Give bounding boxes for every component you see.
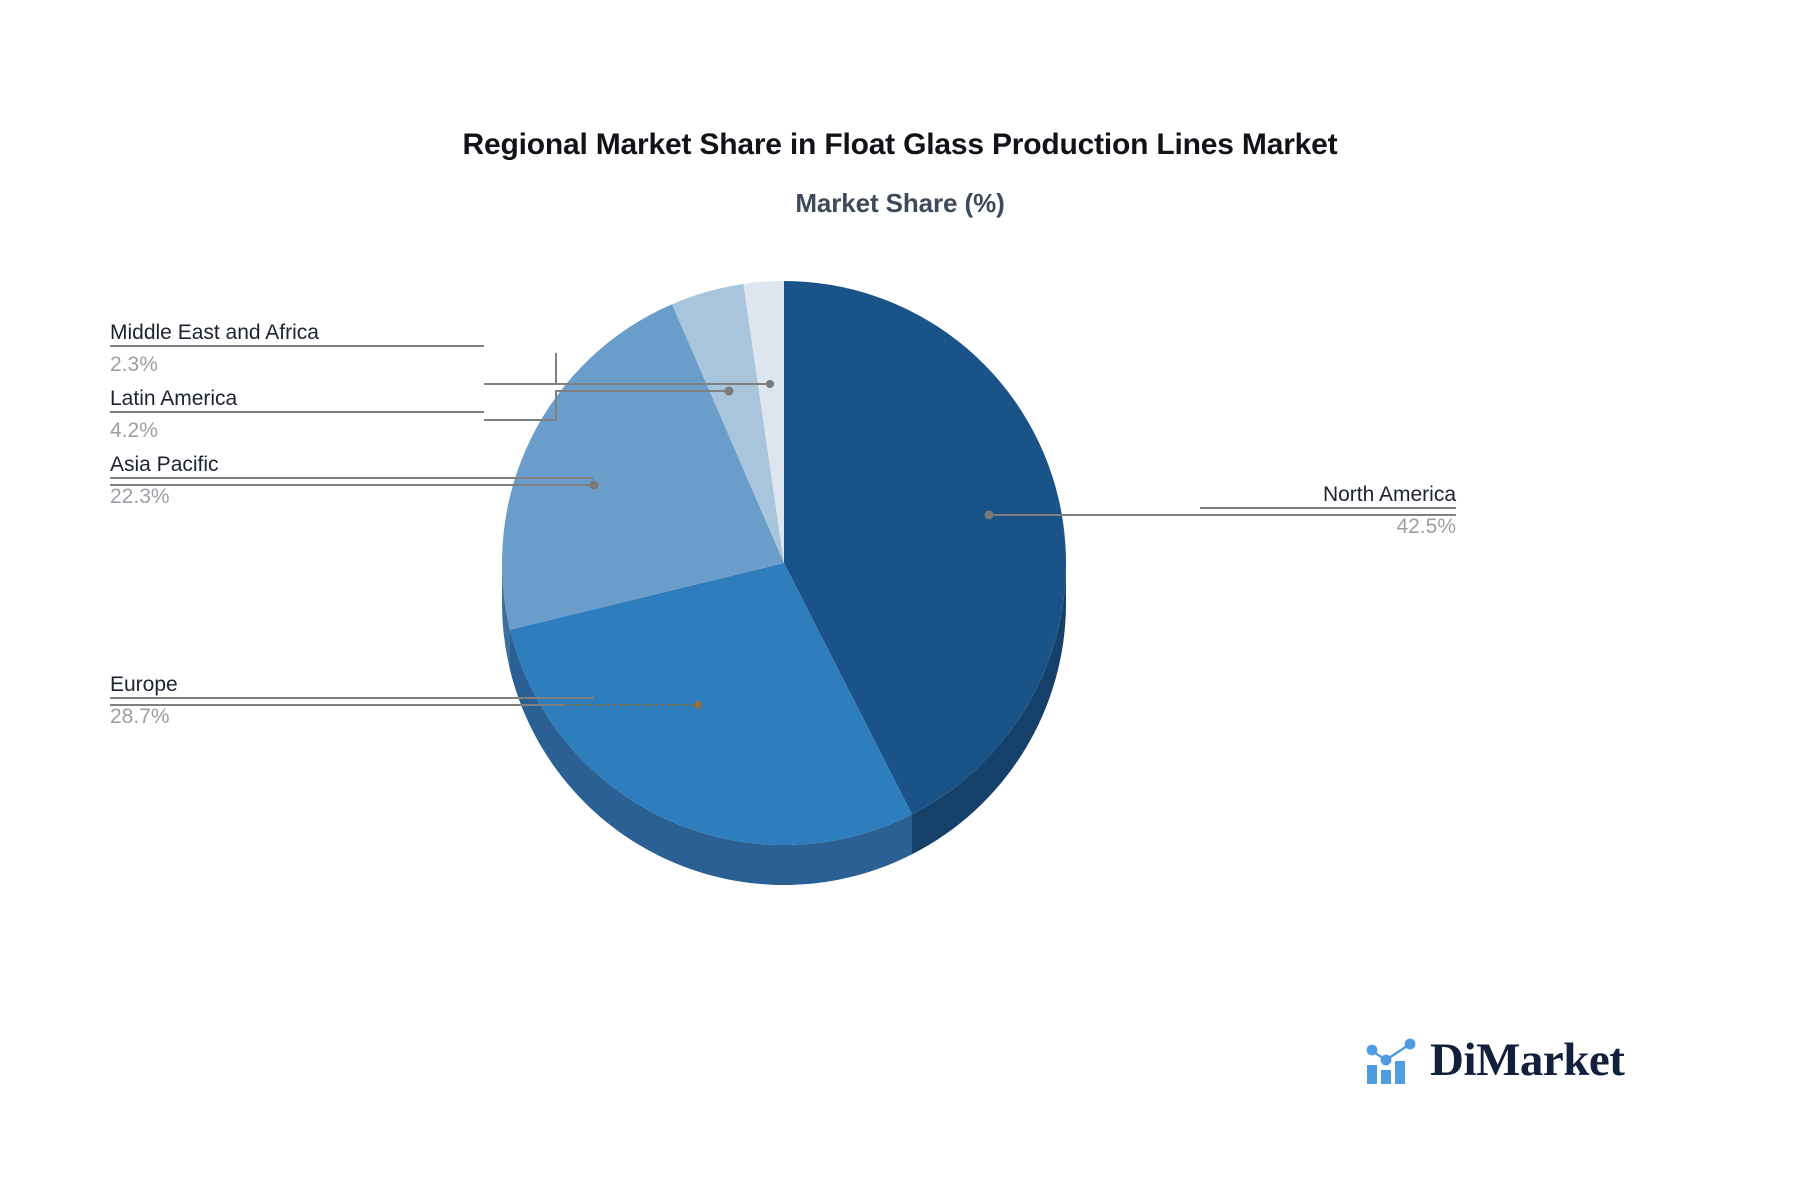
callout-value-europe: 28.7% — [110, 705, 170, 728]
callout-rule-latin-america — [110, 411, 484, 413]
pie-slice-north-america[interactable] — [784, 281, 1066, 815]
leader-dots — [589, 380, 994, 709]
callout-latin-america: Latin America 4.2% — [110, 386, 484, 443]
leader-dot-north-america — [984, 510, 994, 520]
callout-label-north-america: North America — [1322, 483, 1456, 506]
pie-slice-europe[interactable] — [509, 563, 913, 846]
bar-chart-dots-icon — [1366, 1038, 1416, 1084]
brand-logo: DiMarket — [1366, 1033, 1625, 1086]
callout-rule-asia-pacific — [110, 477, 594, 479]
callout-label-asia-pacific: Asia Pacific — [110, 453, 219, 476]
pie-slice-middle-east-and-africa[interactable] — [743, 281, 784, 563]
callout-asia-pacific: Asia Pacific 22.3% — [110, 452, 594, 509]
pie-slices — [502, 281, 1066, 846]
callout-rule-middle-east-and-africa — [110, 345, 484, 347]
callout-europe: Europe 28.7% — [110, 672, 594, 729]
callout-label-latin-america: Latin America — [110, 387, 238, 410]
pie-depth-north-america — [912, 563, 1066, 855]
pie-slice-latin-america[interactable] — [672, 283, 784, 563]
leader-dot-middle-east-and-africa — [766, 380, 774, 388]
chart-subtitle: Market Share (%) — [795, 188, 1005, 218]
leader-lines — [110, 353, 1456, 706]
callout-value-north-america: 42.5% — [1396, 515, 1456, 538]
callout-middle-east-and-africa: Middle East and Africa 2.3% — [110, 320, 484, 377]
pie-depth-asia-pacific — [502, 563, 510, 670]
pie-depth-europe — [509, 629, 913, 885]
callout-value-middle-east-and-africa: 2.3% — [110, 353, 158, 376]
callout-north-america: North America 42.5% — [1200, 482, 1456, 539]
callout-value-latin-america: 4.2% — [110, 419, 158, 442]
leader-dot-latin-america — [724, 386, 734, 396]
callout-label-europe: Europe — [110, 673, 178, 696]
pie-depth-walls — [502, 563, 1066, 885]
chart-title: Regional Market Share in Float Glass Pro… — [462, 128, 1338, 161]
pie-slice-asia-pacific[interactable] — [502, 304, 784, 630]
leader-dot-europe — [694, 701, 702, 709]
callout-rule-north-america — [1200, 507, 1456, 509]
callout-rule-europe — [110, 697, 594, 699]
callout-value-asia-pacific: 22.3% — [110, 485, 170, 508]
leader-dot-asia-pacific — [589, 480, 599, 490]
brand-wordmark: DiMarket — [1430, 1033, 1625, 1086]
callout-label-middle-east-and-africa: Middle East and Africa — [110, 321, 319, 344]
